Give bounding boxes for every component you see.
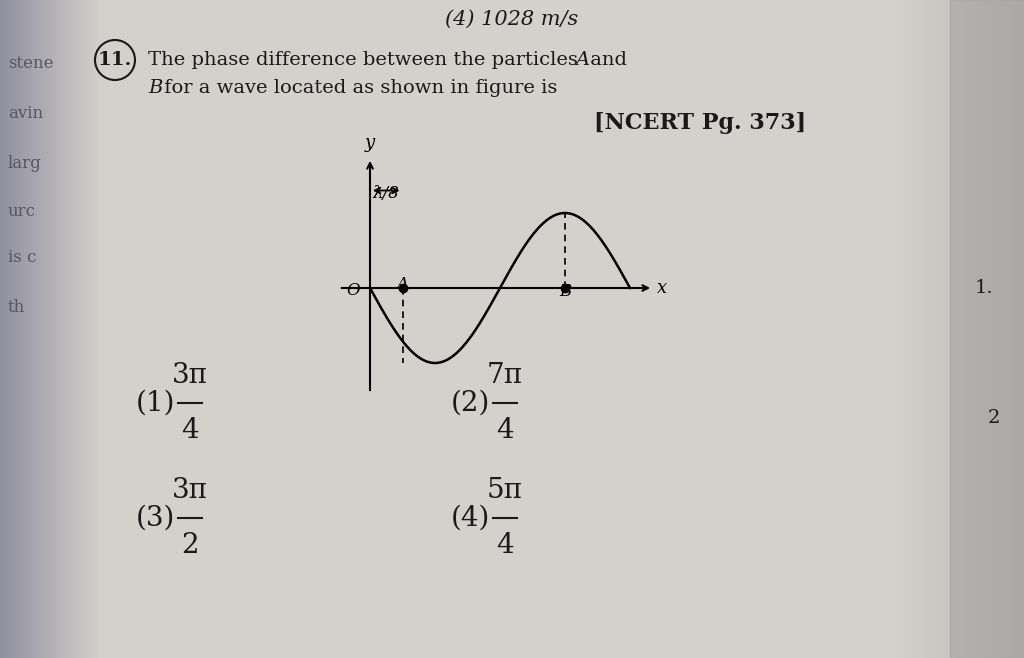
Text: B: B bbox=[148, 79, 163, 97]
Text: (4): (4) bbox=[451, 505, 490, 532]
Text: 2: 2 bbox=[988, 409, 1000, 427]
Text: 5π: 5π bbox=[487, 477, 523, 504]
Text: [NCERT Pg. 373]: [NCERT Pg. 373] bbox=[594, 112, 806, 134]
Text: (3): (3) bbox=[135, 505, 175, 532]
Text: 3π: 3π bbox=[172, 477, 208, 504]
Text: O: O bbox=[346, 282, 360, 299]
Text: urc: urc bbox=[8, 203, 36, 220]
Text: 3π: 3π bbox=[172, 362, 208, 389]
Text: and: and bbox=[584, 51, 627, 69]
Text: 2: 2 bbox=[181, 532, 199, 559]
Text: y: y bbox=[365, 134, 375, 152]
Text: is c: is c bbox=[8, 249, 37, 266]
Text: 4: 4 bbox=[181, 417, 199, 444]
Text: λ/8: λ/8 bbox=[373, 184, 399, 201]
Text: A: A bbox=[396, 276, 409, 293]
Text: 1.: 1. bbox=[975, 279, 993, 297]
Text: x: x bbox=[657, 279, 667, 297]
Text: 11.: 11. bbox=[98, 51, 132, 69]
Text: B: B bbox=[559, 283, 571, 300]
Text: 4: 4 bbox=[497, 417, 514, 444]
Text: The phase difference between the particles: The phase difference between the particl… bbox=[148, 51, 584, 69]
Text: stene: stene bbox=[8, 55, 53, 72]
Text: 7π: 7π bbox=[487, 362, 523, 389]
Text: A: A bbox=[575, 51, 589, 69]
Text: (1): (1) bbox=[135, 390, 175, 417]
Text: for a wave located as shown in figure is: for a wave located as shown in figure is bbox=[158, 79, 557, 97]
Bar bbox=[950, 0, 1024, 658]
Text: larg: larg bbox=[8, 155, 42, 172]
Text: 4: 4 bbox=[497, 532, 514, 559]
Text: (4) 1028 m/s: (4) 1028 m/s bbox=[445, 10, 579, 29]
Text: th: th bbox=[8, 299, 26, 316]
Text: (2): (2) bbox=[451, 390, 490, 417]
Text: avin: avin bbox=[8, 105, 43, 122]
